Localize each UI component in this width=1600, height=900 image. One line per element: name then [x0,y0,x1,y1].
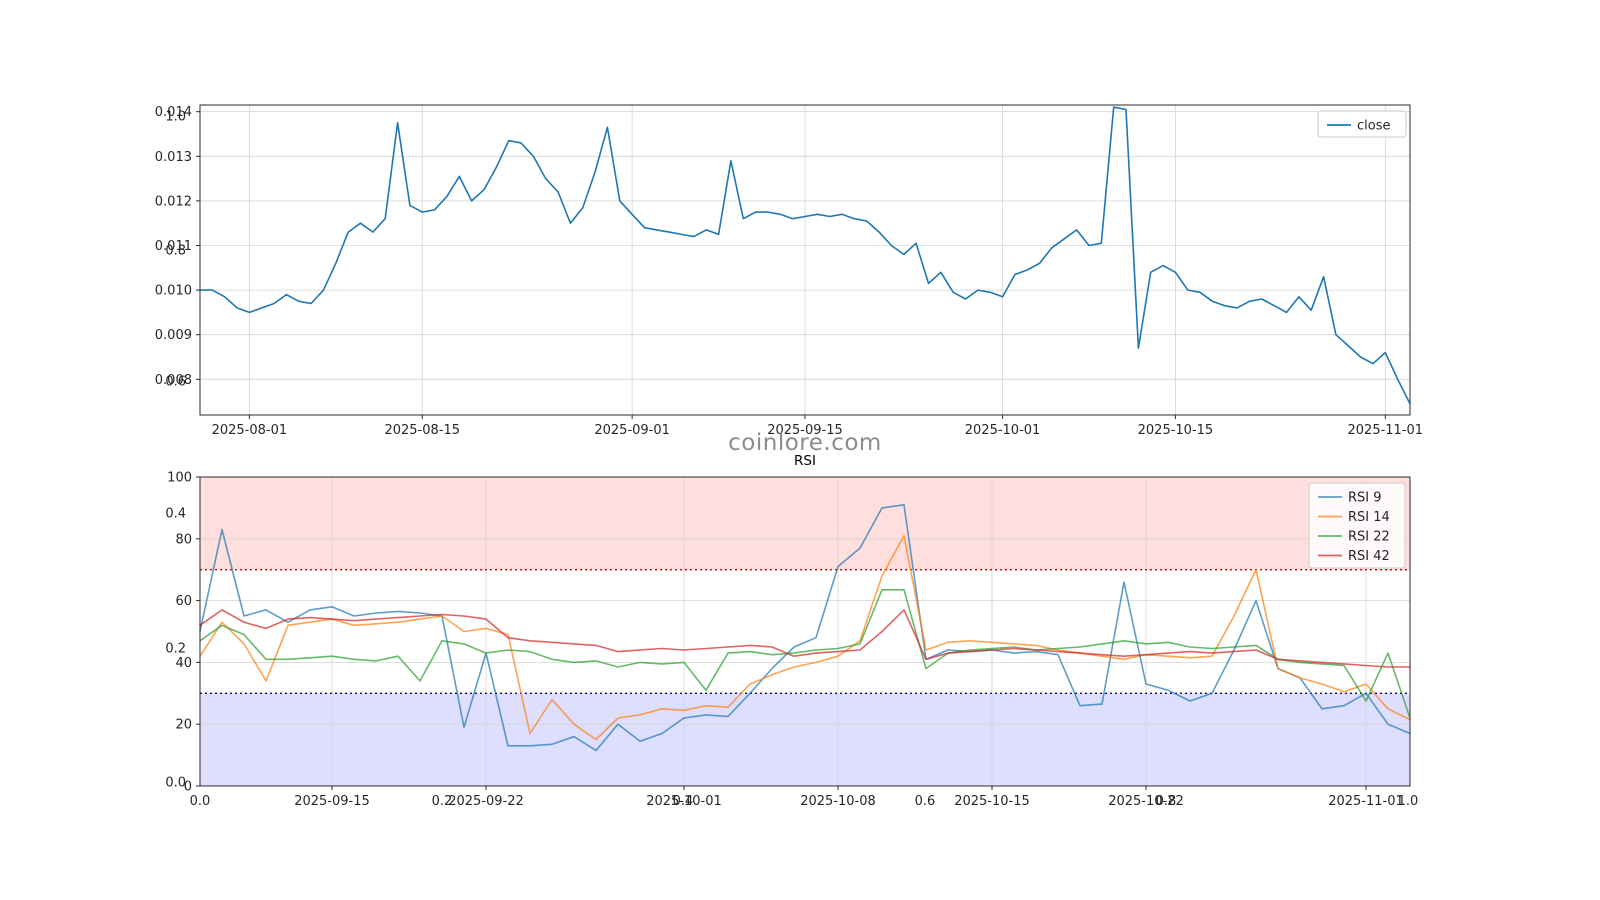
x-tick-label: 2025-10-15 [954,794,1030,809]
ghost-y-tick-label: 0.4 [165,507,186,522]
ghost-x-tick-label: 0.6 [915,794,936,809]
watermark-text: coinlore.com [728,430,882,456]
legend-box [1317,110,1407,138]
x-tick-label: 2025-10-01 [965,423,1041,438]
y-tick-label: 40 [175,656,192,671]
axes-frame [199,476,1411,787]
y-tick-label: 80 [175,532,192,547]
x-tick-label: 2025-11-01 [1328,794,1404,809]
rsi-22-line [199,589,1411,719]
ghost-axis-labels: 1.0 0.8 0.6 0.4 0.2 0.0 0.0 0.2 0.4 0.6 0.8 1.0 [165,110,1418,810]
ghost-y-tick-label: 0.2 [165,642,186,657]
x-tick-label: 2025-08-15 [384,423,460,438]
ghost-x-tick-label: 0.2 [432,794,453,809]
x-tick-label: 2025-09-01 [594,423,670,438]
close-line [199,106,1411,405]
y-tick-label: 0.010 [155,284,192,299]
ghost-y-tick-label: 1.0 [165,110,186,125]
rsi-42-line [199,609,1411,668]
x-tick-label: 2025-10-01 [646,794,722,809]
x-tick-label: 2025-10-22 [1108,794,1184,809]
legend-label: close [1357,119,1390,134]
legend-label: RSI 9 [1348,491,1382,506]
x-tick-label: 2025-10-15 [1138,423,1214,438]
price-legend: close [1317,110,1407,138]
overbought-band [200,477,1410,570]
legend-box [1308,482,1406,569]
y-tick-label: 20 [175,718,192,733]
price-panel: 0.008 0.009 0.010 0.011 0.012 0.013 0.014 2025-… [155,104,1424,438]
x-tick-label: 2025-09-15 [294,794,370,809]
x-tick-label: 2025-09-15 [767,423,843,438]
y-tick-label: 0.014 [155,105,192,120]
ghost-y-tick-label: 0.6 [165,375,186,390]
legend-label: RSI 42 [1348,549,1390,564]
x-tick-label: 2025-11-01 [1348,423,1424,438]
oversold-band [200,693,1410,786]
y-tick-label: 0 [184,780,192,795]
ghost-x-tick-label: 1.0 [1398,794,1419,809]
y-tick-label: 0.012 [155,194,192,209]
x-tick-label: 2025-09-22 [448,794,524,809]
y-tick-label: 60 [175,594,192,609]
ghost-y-tick-label: 0.8 [165,244,186,259]
y-tick-label: 0.013 [155,150,192,165]
ghost-x-tick-label: 0.0 [190,794,211,809]
ghost-y-tick-label: 0.0 [165,776,186,791]
y-tick-label: 0.011 [155,239,192,254]
rsi-panel: 0 20 40 60 80 100 2025-09-15 2025-09-22 2025-10-… [167,471,1411,809]
rsi-legend: RSI 9 RSI 14 RSI 22 RSI 42 [1308,482,1406,569]
legend-label: RSI 22 [1348,530,1390,545]
rsi-chart-title: RSI [794,453,816,469]
y-tick-label: 0.009 [155,328,192,343]
x-tick-label: 2025-08-01 [212,423,288,438]
rsi-14-line [199,534,1411,741]
y-tick-label: 100 [167,471,192,486]
rsi-9-line [199,504,1411,752]
y-tick-label: 0.008 [155,373,192,388]
ghost-x-tick-label: 0.4 [673,794,694,809]
ghost-x-tick-label: 0.8 [1156,794,1177,809]
x-tick-label: 2025-10-08 [800,794,876,809]
legend-label: RSI 14 [1348,510,1390,525]
